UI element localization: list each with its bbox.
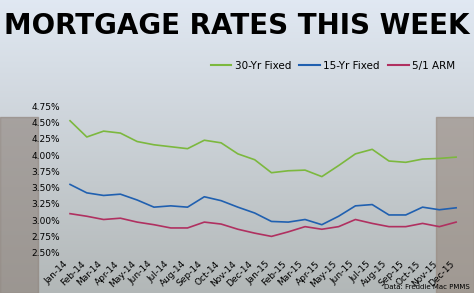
Legend: 30-Yr Fixed, 15-Yr Fixed, 5/1 ARM: 30-Yr Fixed, 15-Yr Fixed, 5/1 ARM <box>207 57 459 75</box>
Text: Data: Freddie Mac PMMS: Data: Freddie Mac PMMS <box>383 284 469 290</box>
Text: MORTGAGE RATES THIS WEEK: MORTGAGE RATES THIS WEEK <box>4 12 470 40</box>
